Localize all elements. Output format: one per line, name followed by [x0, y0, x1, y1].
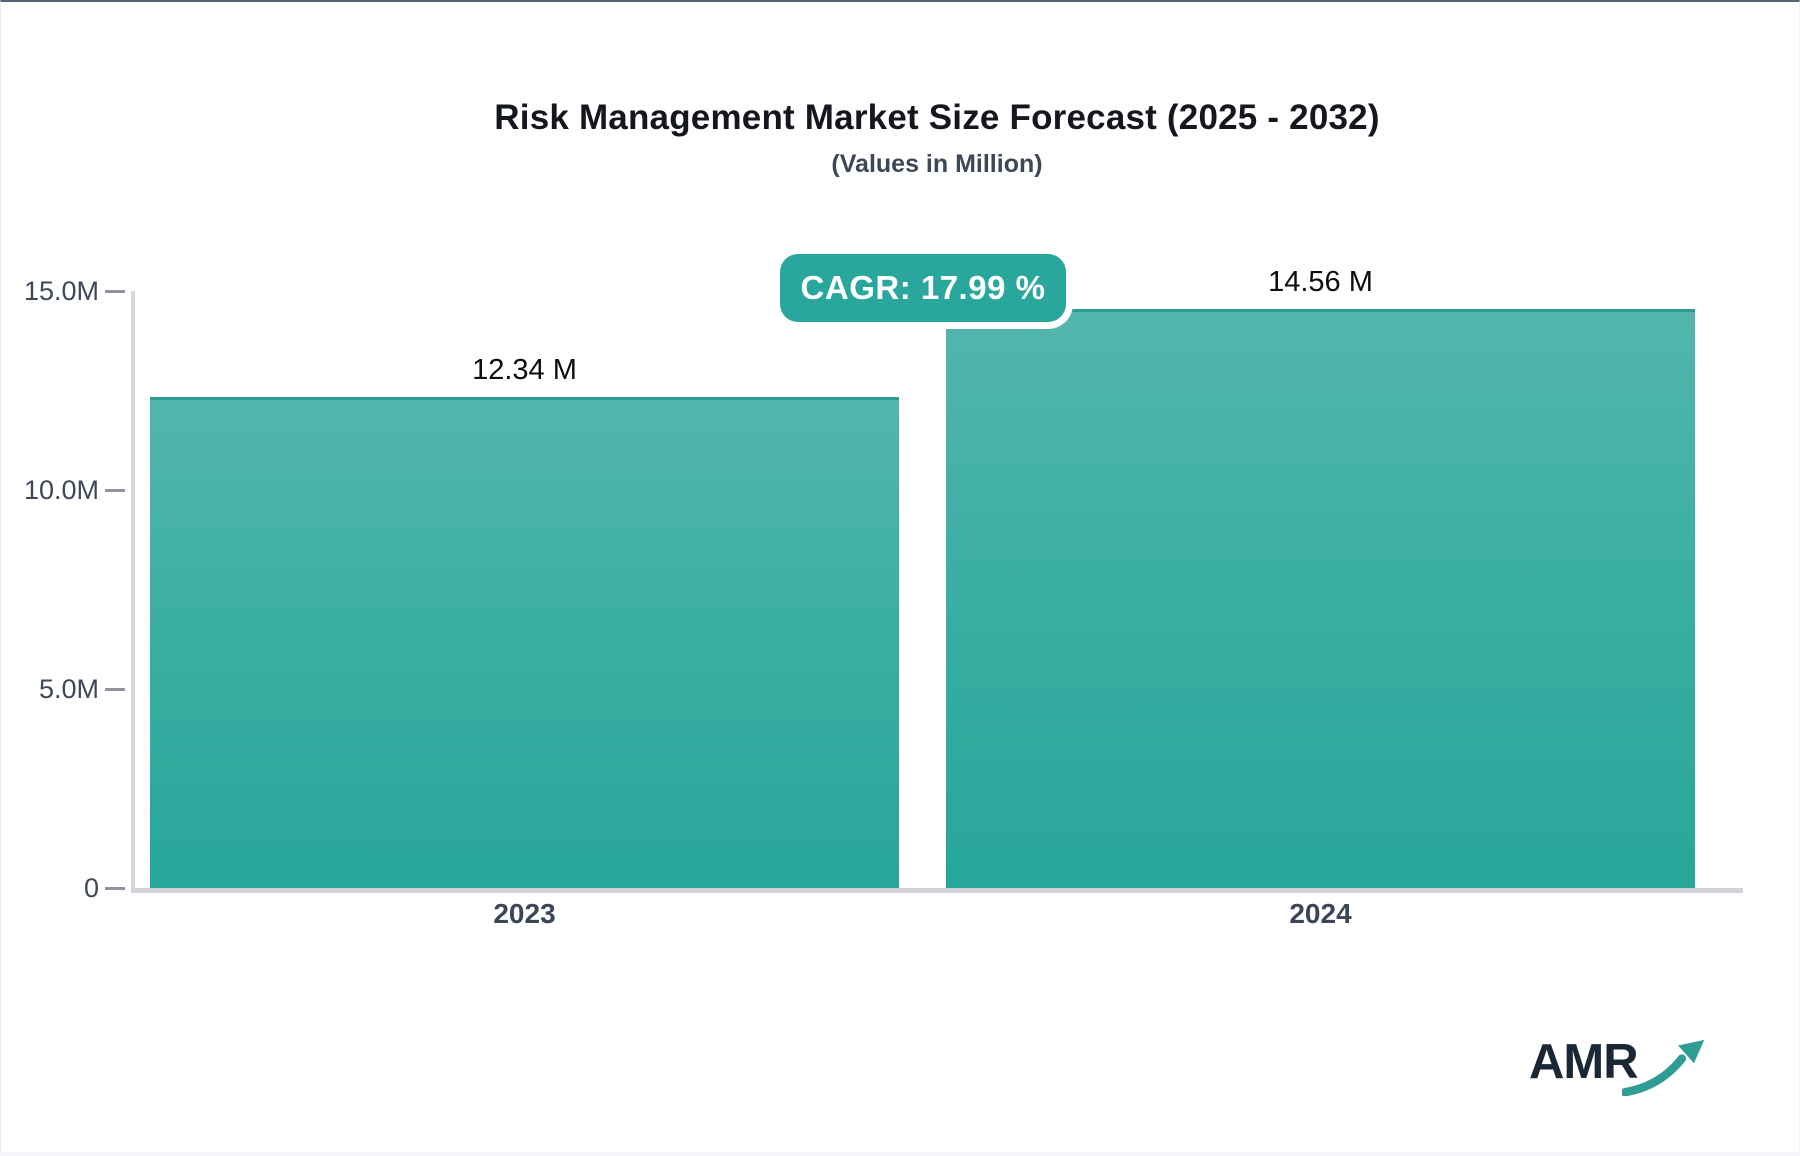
y-axis-line: [131, 291, 135, 888]
y-tick-dash: [105, 886, 125, 890]
growth-arrow-icon: [1621, 1039, 1704, 1096]
y-tick-dash: [105, 289, 125, 293]
amr-logo: AMR: [1529, 1036, 1708, 1096]
x-axis-label: 2023: [493, 898, 556, 929]
amr-logo-text: AMR: [1529, 1035, 1639, 1089]
bar-value-label: 14.56 M: [1268, 265, 1373, 298]
y-tick-label: 0: [83, 873, 99, 903]
cagr-badge: CAGR: 17.99 %: [780, 254, 1066, 322]
x-axis-baseline: [131, 888, 1743, 893]
y-tick-label: 15.0M: [23, 276, 99, 306]
bar-2023[interactable]: [150, 396, 899, 888]
x-axis-label: 2024: [1289, 898, 1352, 929]
y-tick-dash: [105, 488, 125, 492]
y-tick-dash: [105, 687, 125, 691]
y-tick-label: 10.0M: [23, 475, 99, 505]
chart-subtitle: (Values in Million): [831, 150, 1043, 178]
cagr-badge-label: CAGR: 17.99 %: [800, 269, 1046, 306]
bar-2024[interactable]: [946, 308, 1695, 888]
chart-title: Risk Management Market Size Forecast (20…: [494, 98, 1380, 137]
y-tick-label: 5.0M: [38, 674, 99, 704]
bar-value-label: 12.34 M: [472, 353, 577, 386]
